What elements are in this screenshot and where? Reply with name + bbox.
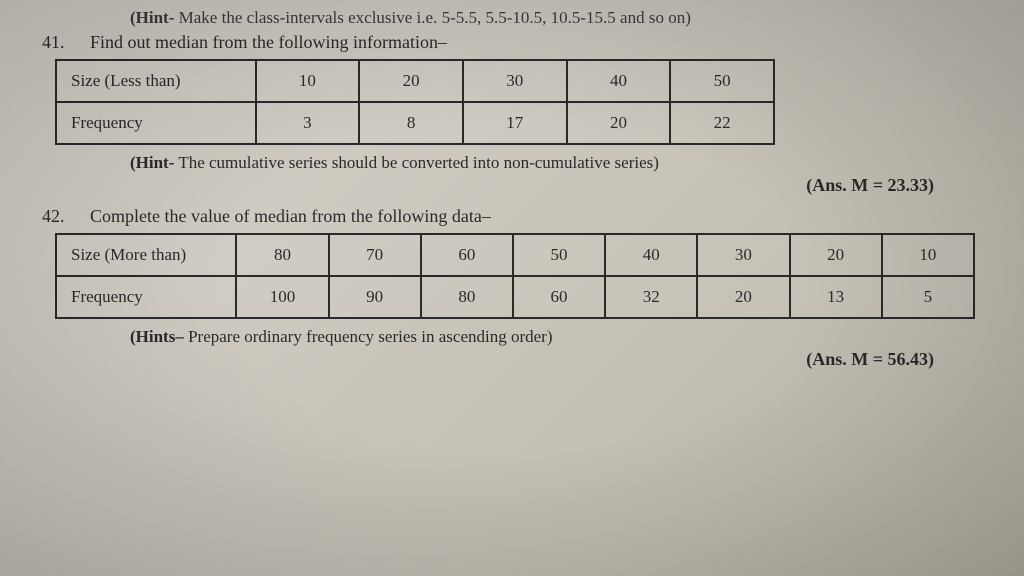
hint-label: (Hint- [130,153,174,172]
table-row: Frequency 100 90 80 60 32 20 13 5 [56,276,974,318]
textbook-page: (Hint- Make the class-intervals exclusiv… [30,8,994,370]
table-cell: 20 [359,60,463,102]
row-label: Size (More than) [56,234,236,276]
table-cell: 20 [697,276,789,318]
table-cell: 22 [670,102,774,144]
question-number-42: 42. [30,206,90,227]
hint-top: (Hint- Make the class-intervals exclusiv… [130,8,994,28]
table-cell: 50 [670,60,774,102]
table-cell: 40 [567,60,671,102]
table-cell: 50 [513,234,605,276]
question-text-42: Complete the value of median from the fo… [90,206,994,227]
hint-top-text: Make the class-intervals exclusive i.e. … [174,8,691,27]
table-row: Size (Less than) 10 20 30 40 50 [56,60,774,102]
row-label: Frequency [56,102,256,144]
question-number-41: 41. [30,32,90,53]
hint-top-label: (Hint- [130,8,174,27]
table-cell: 10 [256,60,360,102]
table-cell: 40 [605,234,697,276]
table-cell: 90 [329,276,421,318]
table-row: Size (More than) 80 70 60 50 40 30 20 10 [56,234,974,276]
table-cell: 80 [236,234,328,276]
table-cell: 30 [463,60,567,102]
hint-q41: (Hint- The cumulative series should be c… [130,153,994,173]
table-cell: 60 [421,234,513,276]
table-q42: Size (More than) 80 70 60 50 40 30 20 10… [55,233,975,319]
hint-text: The cumulative series should be converte… [174,153,659,172]
question-42-block: 42. Complete the value of median from th… [30,206,994,370]
question-41: 41. Find out median from the following i… [30,32,994,53]
table-cell: 20 [567,102,671,144]
table-cell: 17 [463,102,567,144]
hint-label: (Hints– [130,327,184,346]
hint-text: Prepare ordinary frequency series in asc… [184,327,553,346]
table-cell: 80 [421,276,513,318]
table-cell: 20 [790,234,882,276]
table-cell: 70 [329,234,421,276]
table-cell: 32 [605,276,697,318]
table-cell: 60 [513,276,605,318]
table-cell: 13 [790,276,882,318]
table-cell: 100 [236,276,328,318]
table-cell: 3 [256,102,360,144]
table-cell: 30 [697,234,789,276]
table-row: Frequency 3 8 17 20 22 [56,102,774,144]
answer-q41: (Ans. M = 23.33) [30,175,934,196]
answer-q42: (Ans. M = 56.43) [30,349,934,370]
question-42: 42. Complete the value of median from th… [30,206,994,227]
table-cell: 5 [882,276,974,318]
table-q41: Size (Less than) 10 20 30 40 50 Frequenc… [55,59,775,145]
question-text-41: Find out median from the following infor… [90,32,994,53]
row-label: Size (Less than) [56,60,256,102]
table-cell: 10 [882,234,974,276]
table-cell: 8 [359,102,463,144]
row-label: Frequency [56,276,236,318]
hint-q42: (Hints– Prepare ordinary frequency serie… [130,327,994,347]
